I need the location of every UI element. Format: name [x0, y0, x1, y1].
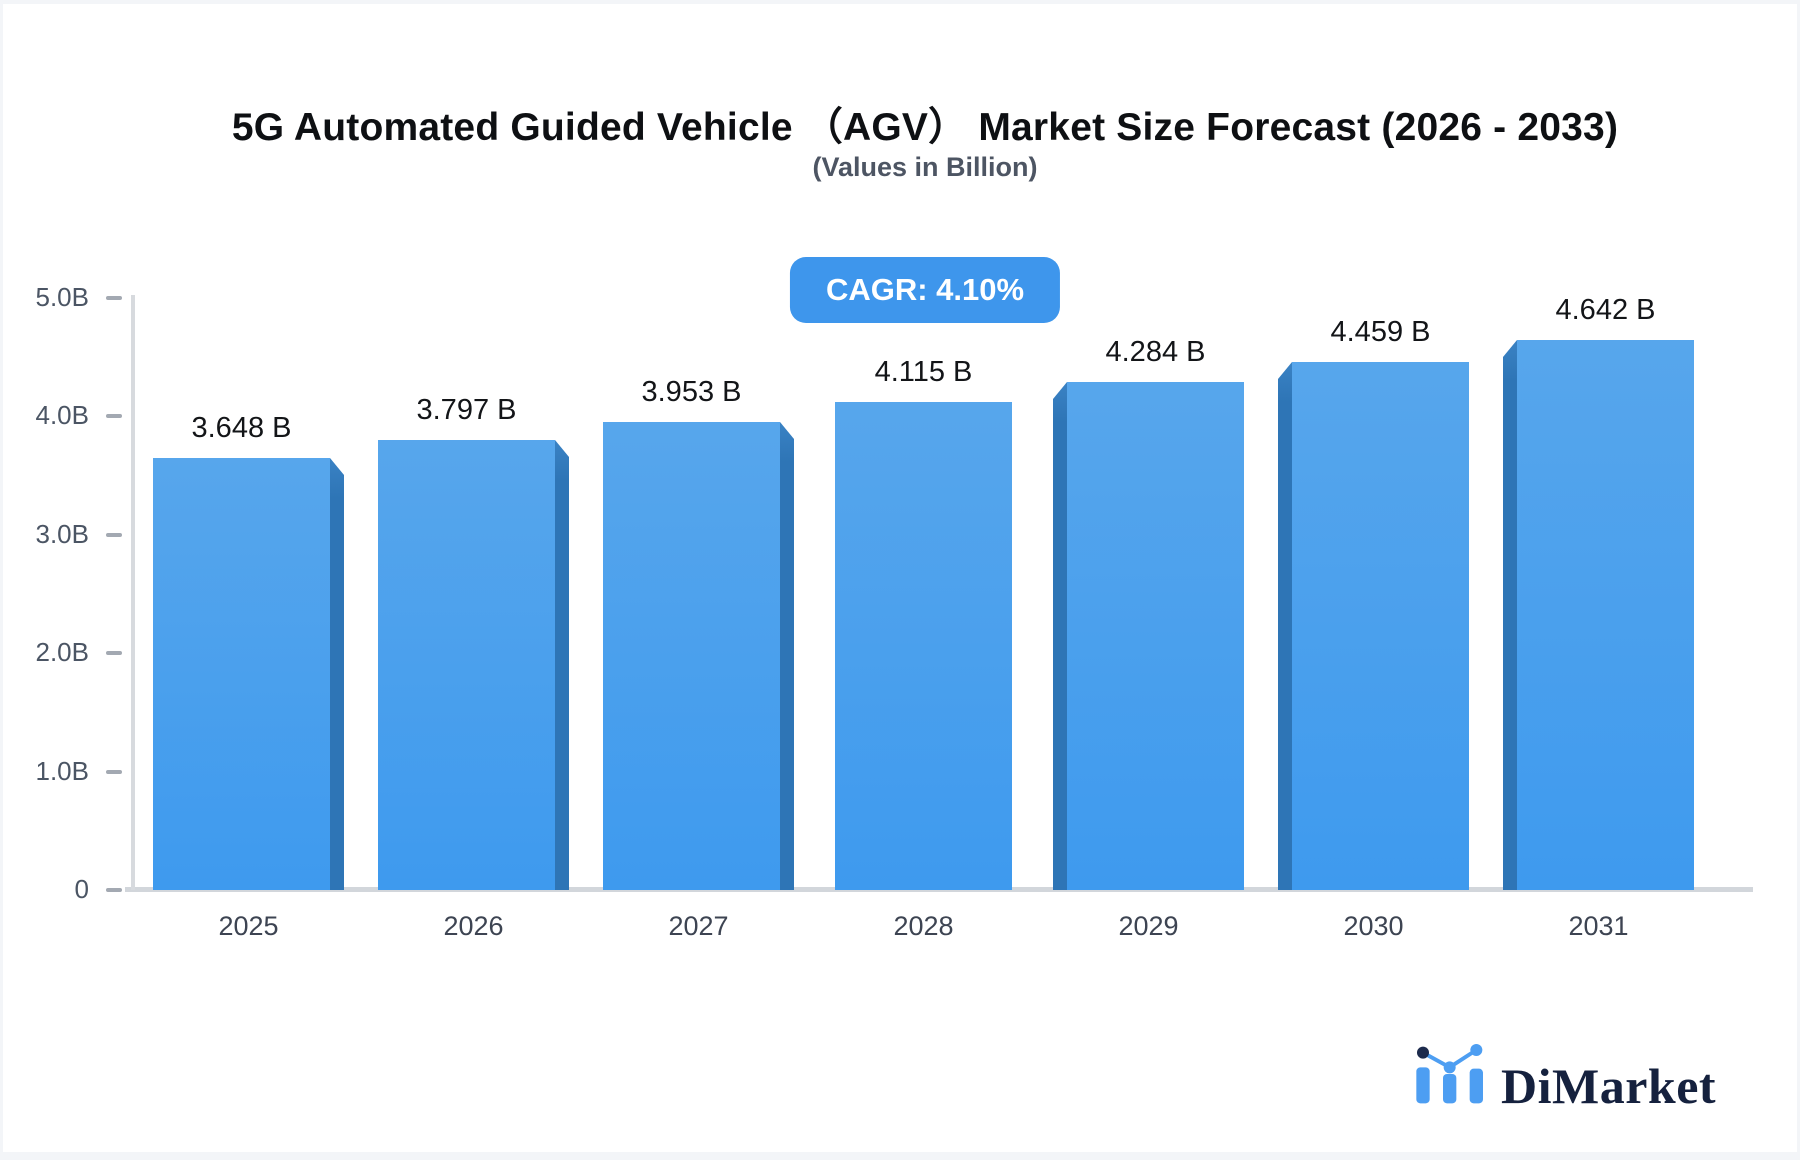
x-axis-label: 2027: [668, 911, 729, 941]
bar-2028: [835, 402, 1012, 890]
chart-subtitle: (Values in Billion): [812, 152, 1038, 182]
bar-side-3d: [555, 440, 569, 890]
bar-value-label: 4.115 B: [874, 356, 973, 388]
brand-name: DiMarket: [1501, 1058, 1717, 1114]
bar-line-chart-icon: [1415, 1042, 1487, 1111]
bar-2031: [1517, 340, 1694, 890]
x-axis-label: 2026: [443, 911, 504, 941]
y-tick-mark: [106, 769, 122, 774]
bar-2026: [378, 440, 555, 890]
bar-2027: [603, 422, 780, 890]
x-axis-label: 2028: [893, 911, 954, 941]
y-tick-label: 5.0B: [35, 281, 90, 312]
bar-side-3d: [1503, 340, 1517, 890]
y-tick-mark: [106, 295, 122, 300]
y-tick-mark: [106, 532, 122, 537]
y-tick-mark: [106, 414, 122, 418]
bar-side-3d: [330, 458, 344, 890]
cagr-badge: CAGR: 4.10%: [789, 257, 1061, 323]
x-axis-label: 2031: [1568, 911, 1629, 941]
y-axis-line: [131, 295, 135, 890]
bar-2025: [153, 458, 330, 890]
y-tick-mark: [106, 651, 122, 655]
bar-value-label: 4.284 B: [1105, 336, 1206, 368]
bar-side-3d: [1278, 362, 1292, 890]
y-tick-label: 1.0B: [35, 755, 90, 786]
y-tick-label: 4.0B: [35, 400, 90, 430]
y-tick-label: 0: [74, 874, 89, 904]
bar-value-label: 4.459 B: [1330, 316, 1431, 348]
brand-logo: DiMarket: [1415, 1042, 1716, 1111]
chart-title: 5G Automated Guided Vehicle （AGV） Market…: [231, 106, 1619, 149]
bar-2030: [1292, 362, 1469, 890]
y-tick-label: 2.0B: [35, 637, 90, 667]
chart-card: 5G Automated Guided Vehicle （AGV） Market…: [3, 4, 1797, 1152]
bar-value-label: 4.642 B: [1555, 294, 1656, 326]
x-axis-label: 2025: [218, 911, 279, 941]
y-tick-mark: [106, 888, 122, 892]
y-tick-label: 3.0B: [35, 518, 90, 549]
bar-side-3d: [780, 422, 794, 890]
plot-area: 5.0B 4.0B 3.0B 2.0B 1.0B 0 3.648 B 3.797 B 3.95…: [3, 4, 1800, 1160]
x-axis-label: 2030: [1343, 911, 1404, 941]
bar-2029: [1067, 382, 1244, 890]
x-axis-label: 2029: [1118, 911, 1179, 941]
bar-side-3d: [1053, 382, 1067, 890]
bar-value-label: 3.648 B: [191, 412, 292, 444]
bar-value-label: 3.797 B: [416, 394, 517, 426]
bar-value-label: 3.953 B: [641, 376, 742, 408]
